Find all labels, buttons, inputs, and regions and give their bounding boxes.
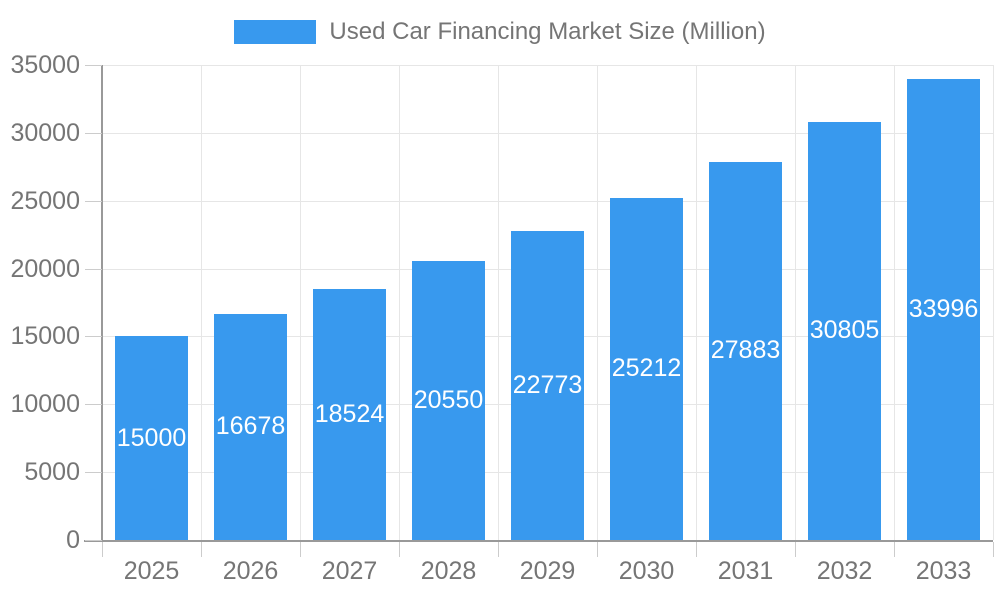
bar-value-label: 20550 — [413, 386, 484, 415]
h-gridline — [102, 65, 993, 66]
x-tick — [300, 542, 301, 557]
x-tick-label: 2028 — [420, 557, 477, 585]
x-tick — [201, 542, 202, 557]
bar-2032[interactable]: 30805 — [808, 121, 881, 540]
x-tick — [993, 542, 994, 557]
v-gridline — [597, 65, 598, 540]
v-gridline — [498, 65, 499, 540]
y-tick — [85, 404, 102, 405]
x-tick — [696, 542, 697, 557]
y-tick-label: 30000 — [10, 119, 80, 147]
x-tick — [498, 542, 499, 557]
y-tick — [85, 472, 102, 473]
v-gridline — [201, 65, 202, 540]
y-tick-label: 20000 — [10, 255, 80, 283]
bar-value-label: 15000 — [116, 423, 187, 452]
x-tick-label: 2033 — [915, 557, 972, 585]
bar-2033[interactable]: 33996 — [907, 78, 980, 540]
x-tick-label: 2025 — [123, 557, 180, 585]
bar-value-label: 25212 — [611, 354, 682, 383]
bar-value-label: 33996 — [908, 294, 979, 323]
bar-value-label: 30805 — [809, 316, 880, 345]
y-tick-label: 25000 — [10, 187, 80, 215]
y-tick — [85, 65, 102, 66]
y-tick — [85, 540, 102, 541]
x-tick-label: 2031 — [717, 557, 774, 585]
bar-2031[interactable]: 27883 — [709, 161, 782, 540]
y-tick — [85, 133, 102, 134]
bar-2028[interactable]: 20550 — [412, 261, 485, 540]
y-tick — [85, 269, 102, 270]
bar-2025[interactable]: 15000 — [115, 336, 188, 540]
x-tick-label: 2032 — [816, 557, 873, 585]
bar-value-label: 16678 — [215, 412, 286, 441]
x-tick — [102, 542, 103, 557]
x-tick — [597, 542, 598, 557]
x-tick-label: 2030 — [618, 557, 675, 585]
h-gridline — [102, 132, 993, 134]
v-gridline — [894, 65, 895, 540]
bar-2029[interactable]: 22773 — [511, 230, 584, 540]
y-tick-label: 10000 — [10, 390, 80, 418]
legend-label: Used Car Financing Market Size (Million) — [329, 18, 766, 45]
bar-value-label: 18524 — [314, 399, 385, 428]
y-tick-label: 35000 — [10, 51, 80, 79]
x-tick — [795, 542, 796, 557]
h-gridline — [102, 200, 993, 202]
legend-swatch[interactable] — [234, 20, 317, 44]
bar-2030[interactable]: 25212 — [610, 197, 683, 540]
x-tick — [399, 542, 400, 557]
v-gridline — [993, 65, 994, 540]
y-tick-label: 15000 — [10, 322, 80, 350]
x-tick-label: 2026 — [222, 557, 279, 585]
x-tick-label: 2027 — [321, 557, 378, 585]
legend[interactable]: Used Car Financing Market Size (Million) — [0, 17, 1000, 47]
bar-value-label: 27883 — [710, 336, 781, 365]
v-gridline — [696, 65, 697, 540]
bar-2027[interactable]: 18524 — [313, 288, 386, 540]
bar-value-label: 22773 — [512, 370, 583, 399]
x-axis-line — [84, 540, 993, 542]
v-gridline — [795, 65, 796, 540]
y-tick-label: 5000 — [24, 458, 80, 486]
v-gridline — [399, 65, 400, 540]
bar-2026[interactable]: 16678 — [214, 313, 287, 540]
y-tick — [85, 336, 102, 337]
y-tick-label: 0 — [66, 526, 80, 554]
v-gridline — [300, 65, 301, 540]
x-tick — [894, 542, 895, 557]
y-axis-line — [101, 65, 103, 541]
y-tick — [85, 201, 102, 202]
plot-area: 15000 16678 18524 20550 22773 25212 27883 30805… — [102, 65, 994, 540]
x-tick-label: 2029 — [519, 557, 576, 585]
